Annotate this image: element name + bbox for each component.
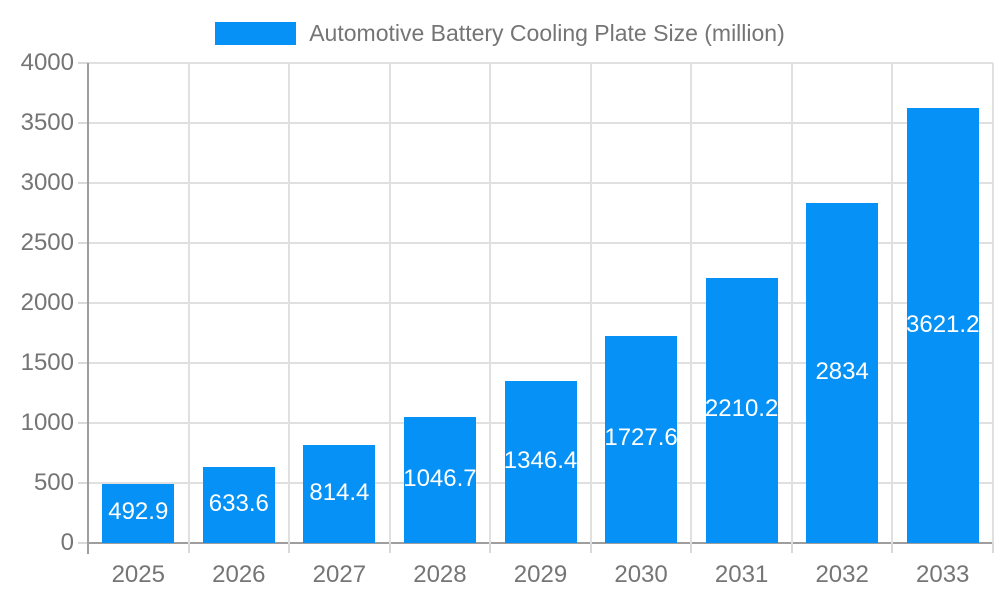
legend[interactable]: Automotive Battery Cooling Plate Size (m…: [0, 19, 1000, 47]
x-axis-line: [88, 542, 993, 544]
vertical-gridline: [992, 63, 994, 543]
horizontal-gridline: [88, 62, 993, 64]
y-axis-tick: [78, 362, 88, 364]
vertical-gridline: [690, 63, 693, 543]
y-axis-tick-label: 500: [33, 469, 74, 496]
y-axis-tick: [78, 422, 88, 424]
y-axis-tick: [78, 542, 88, 544]
x-axis-tick-label: 2033: [916, 561, 970, 588]
x-axis-tick: [790, 543, 793, 553]
bar[interactable]: [906, 108, 979, 543]
bar[interactable]: [605, 335, 678, 543]
vertical-gridline: [288, 63, 291, 543]
vertical-gridline: [489, 63, 492, 543]
vertical-gridline: [388, 63, 391, 543]
y-axis-tick-label: 1500: [20, 349, 74, 376]
bar[interactable]: [102, 483, 175, 543]
y-axis-tick-label: 0: [60, 529, 74, 556]
y-axis-line: [87, 63, 89, 554]
x-axis-tick-label: 2032: [815, 561, 869, 588]
y-axis-tick: [78, 182, 88, 184]
x-axis-tick-label: 2026: [212, 561, 266, 588]
y-axis-tick: [78, 242, 88, 244]
horizontal-gridline: [88, 122, 993, 124]
x-axis-tick: [690, 543, 693, 553]
y-axis-tick-label: 1000: [20, 409, 74, 436]
x-axis-tick: [288, 543, 291, 553]
bar[interactable]: [504, 381, 577, 543]
x-axis-tick-label: 2027: [312, 561, 367, 588]
horizontal-gridline: [88, 362, 993, 364]
x-axis-tick: [388, 543, 391, 553]
x-axis-tick: [489, 543, 492, 553]
x-axis-tick-label: 2030: [614, 561, 668, 588]
x-axis-tick-label: 2031: [714, 561, 769, 588]
legend-label: Automotive Battery Cooling Plate Size (m…: [309, 19, 785, 46]
bar[interactable]: [806, 202, 879, 543]
legend-swatch[interactable]: [215, 21, 297, 45]
y-axis-tick-label: 2000: [20, 289, 74, 316]
y-axis-tick-label: 2500: [20, 229, 74, 256]
x-axis-tick-label: 2029: [513, 561, 568, 588]
y-axis-tick-label: 3000: [20, 169, 74, 196]
horizontal-gridline: [88, 242, 993, 244]
vertical-gridline: [187, 63, 190, 543]
horizontal-gridline: [88, 182, 993, 184]
bar[interactable]: [705, 277, 778, 543]
x-axis-tick: [891, 543, 894, 553]
vertical-gridline: [589, 63, 592, 543]
horizontal-gridline: [88, 302, 993, 304]
x-axis-tick: [992, 543, 994, 553]
bar[interactable]: [303, 445, 376, 543]
y-axis-tick-label: 3500: [20, 109, 74, 136]
x-axis-tick-label: 2025: [111, 561, 165, 588]
y-axis-tick: [78, 302, 88, 304]
y-axis-tick: [78, 122, 88, 124]
bar[interactable]: [403, 417, 476, 543]
vertical-gridline: [891, 63, 894, 543]
vertical-gridline: [790, 63, 793, 543]
x-axis-tick: [589, 543, 592, 553]
bar[interactable]: [202, 466, 275, 543]
y-axis-tick: [78, 482, 88, 484]
y-axis-tick-label: 4000: [20, 49, 74, 76]
y-axis-tick: [78, 62, 88, 64]
x-axis-tick-label: 2028: [413, 561, 467, 588]
x-axis-tick: [187, 543, 190, 553]
